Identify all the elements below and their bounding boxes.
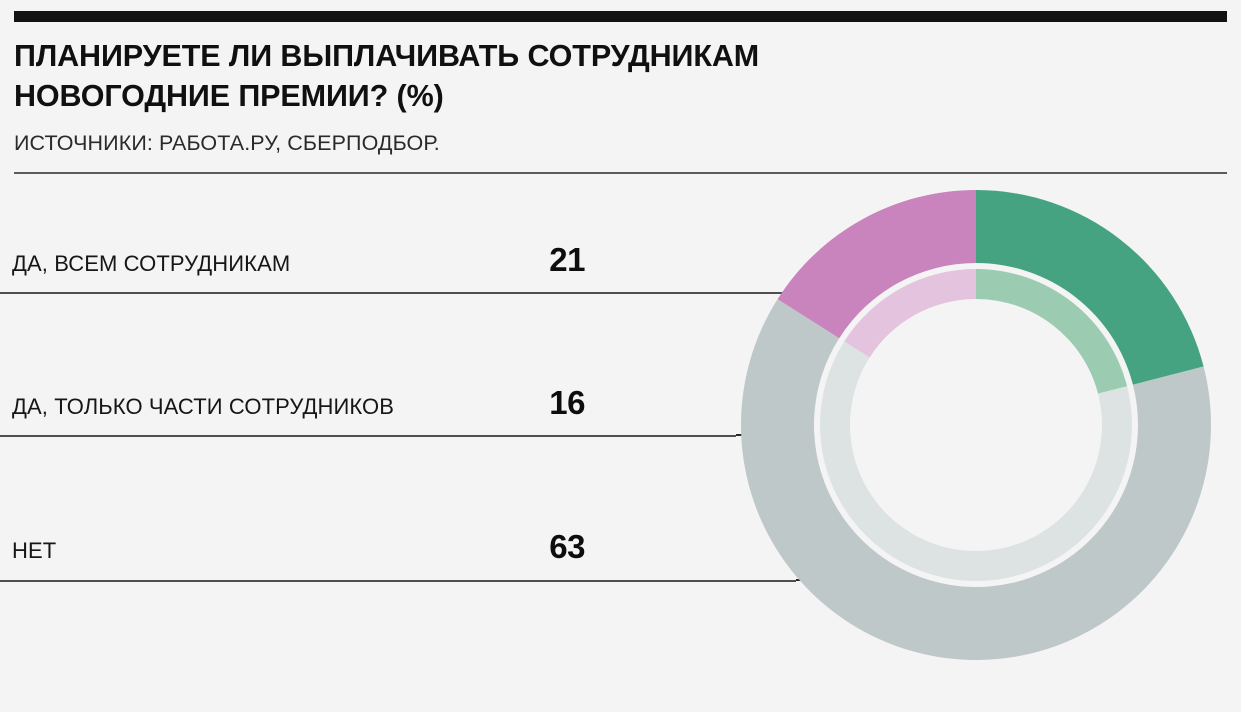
donut-chart-svg	[741, 190, 1211, 660]
row-rule	[0, 435, 736, 437]
row-rule	[0, 292, 798, 294]
row-value: 63	[549, 528, 585, 565]
row-value: 16	[549, 384, 585, 421]
donut-slice-outer	[976, 190, 1204, 385]
donut-outer-ring	[741, 190, 1211, 660]
donut-inner-ring	[820, 269, 1132, 581]
header-divider	[14, 172, 1227, 174]
donut-slice-inner	[976, 269, 1128, 394]
donut-slice-outer	[741, 299, 1211, 660]
page-title: ПЛАНИРУЕТЕ ЛИ ВЫПЛАЧИВАТЬ СОТРУДНИКАМ НО…	[14, 39, 760, 114]
row-label: ДА, ТОЛЬКО ЧАСТИ СОТРУДНИКОВ	[12, 394, 395, 419]
donut-slice-inner	[820, 341, 1132, 581]
row-value: 21	[549, 241, 585, 278]
row-label: НЕТ	[12, 538, 57, 563]
donut-slice-outer	[777, 190, 976, 339]
row-label: ДА, ВСЕМ СОТРУДНИКАМ	[12, 251, 291, 276]
source-line: ИСТОЧНИКИ: РАБОТА.РУ, СБЕРПОДБОР.	[14, 131, 440, 155]
row-rule	[0, 580, 796, 582]
top-black-rule	[14, 11, 1227, 22]
donut-slice-inner	[844, 269, 976, 358]
donut-chart	[741, 190, 1211, 660]
